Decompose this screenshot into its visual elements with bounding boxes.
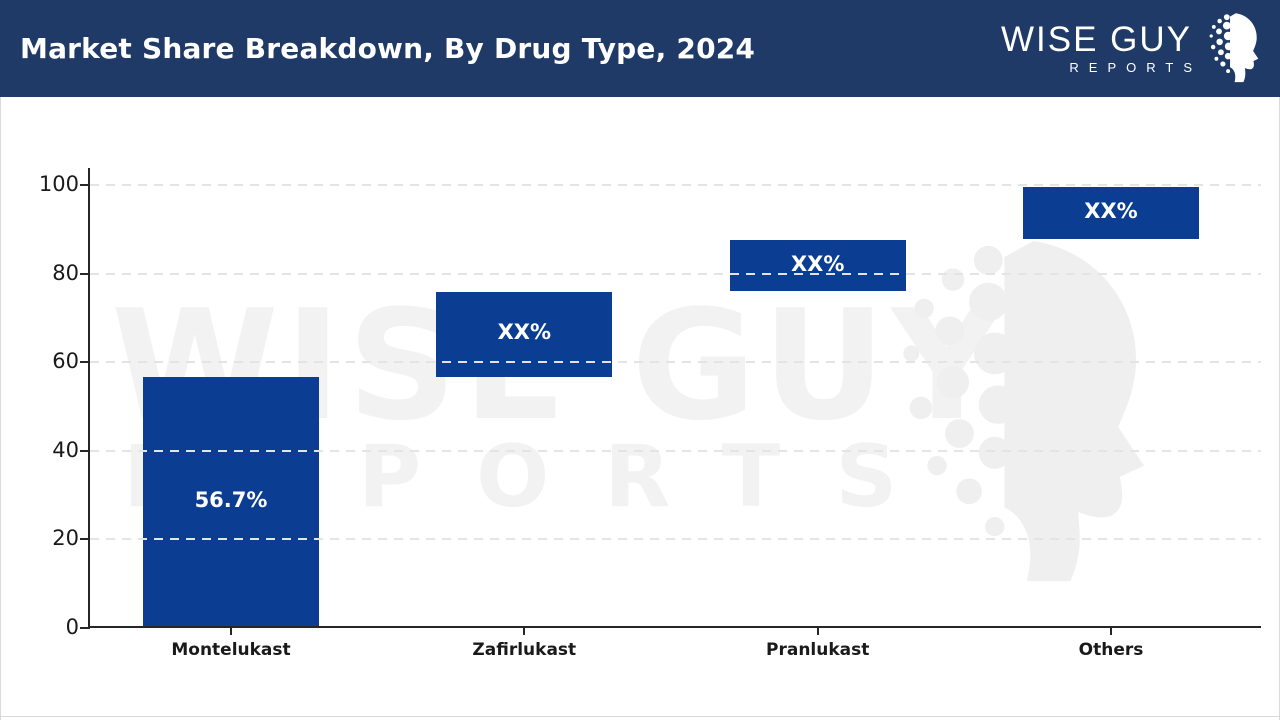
x-category-label: Zafirlukast — [472, 640, 577, 660]
wiseguy-logo: WISE GUY REPORTS — [1001, 10, 1266, 88]
watermark-head-icon — [903, 241, 1144, 582]
y-tick-label: 20 — [52, 526, 79, 550]
y-tick-mark — [80, 538, 88, 540]
gridline-20 — [90, 538, 1261, 540]
y-tick-mark — [80, 626, 88, 629]
y-tick-label: 60 — [52, 349, 79, 373]
x-tick-mark — [523, 628, 526, 635]
logo-subtitle: REPORTS — [1069, 60, 1202, 75]
bar-pranlukast — [729, 239, 906, 292]
y-tick-mark — [80, 449, 88, 452]
x-tick-mark — [1110, 628, 1112, 635]
logo-wordmark: WISE GUY — [1000, 20, 1192, 59]
y-tick-mark — [80, 361, 88, 363]
bottom-border — [0, 716, 1280, 717]
x-tick-mark — [816, 628, 819, 635]
gridline-60 — [90, 361, 1261, 363]
bar-montelukast — [143, 376, 319, 628]
x-tick-mark — [230, 628, 232, 635]
y-tick-label: 80 — [52, 260, 79, 285]
y-tick-label: 40 — [52, 437, 79, 462]
bar-others — [1023, 187, 1199, 239]
y-axis-line — [88, 168, 90, 629]
x-axis-line — [88, 626, 1261, 628]
x-category-label: Others — [1078, 640, 1144, 660]
bar-value-label: XX% — [1084, 199, 1138, 224]
gridline-100 — [90, 184, 1261, 186]
x-category-label: Montelukast — [171, 640, 291, 660]
chart-area: WISE GUY REPORTS 0 20 40 60 80 100 56.7% XX% XX%… — [0, 97, 1280, 720]
y-tick-mark — [80, 272, 88, 275]
wiseguy-head-icon — [1209, 12, 1259, 82]
bar-value-label: 56.7% — [194, 488, 268, 513]
x-category-label: Pranlukast — [766, 640, 870, 660]
y-tick-mark — [80, 184, 88, 186]
header-bar: Market Share Breakdown, By Drug Type, 20… — [0, 0, 1280, 97]
page-title: Market Share Breakdown, By Drug Type, 20… — [20, 32, 756, 65]
gridline-80 — [90, 272, 1261, 275]
y-tick-label: 0 — [65, 614, 79, 639]
bar-value-label: XX% — [497, 320, 552, 345]
y-tick-label: 100 — [38, 172, 79, 196]
gridline-40 — [90, 449, 1261, 452]
bar-value-label: XX% — [790, 251, 845, 276]
logo-text: WISE GUY REPORTS — [1000, 20, 1192, 76]
